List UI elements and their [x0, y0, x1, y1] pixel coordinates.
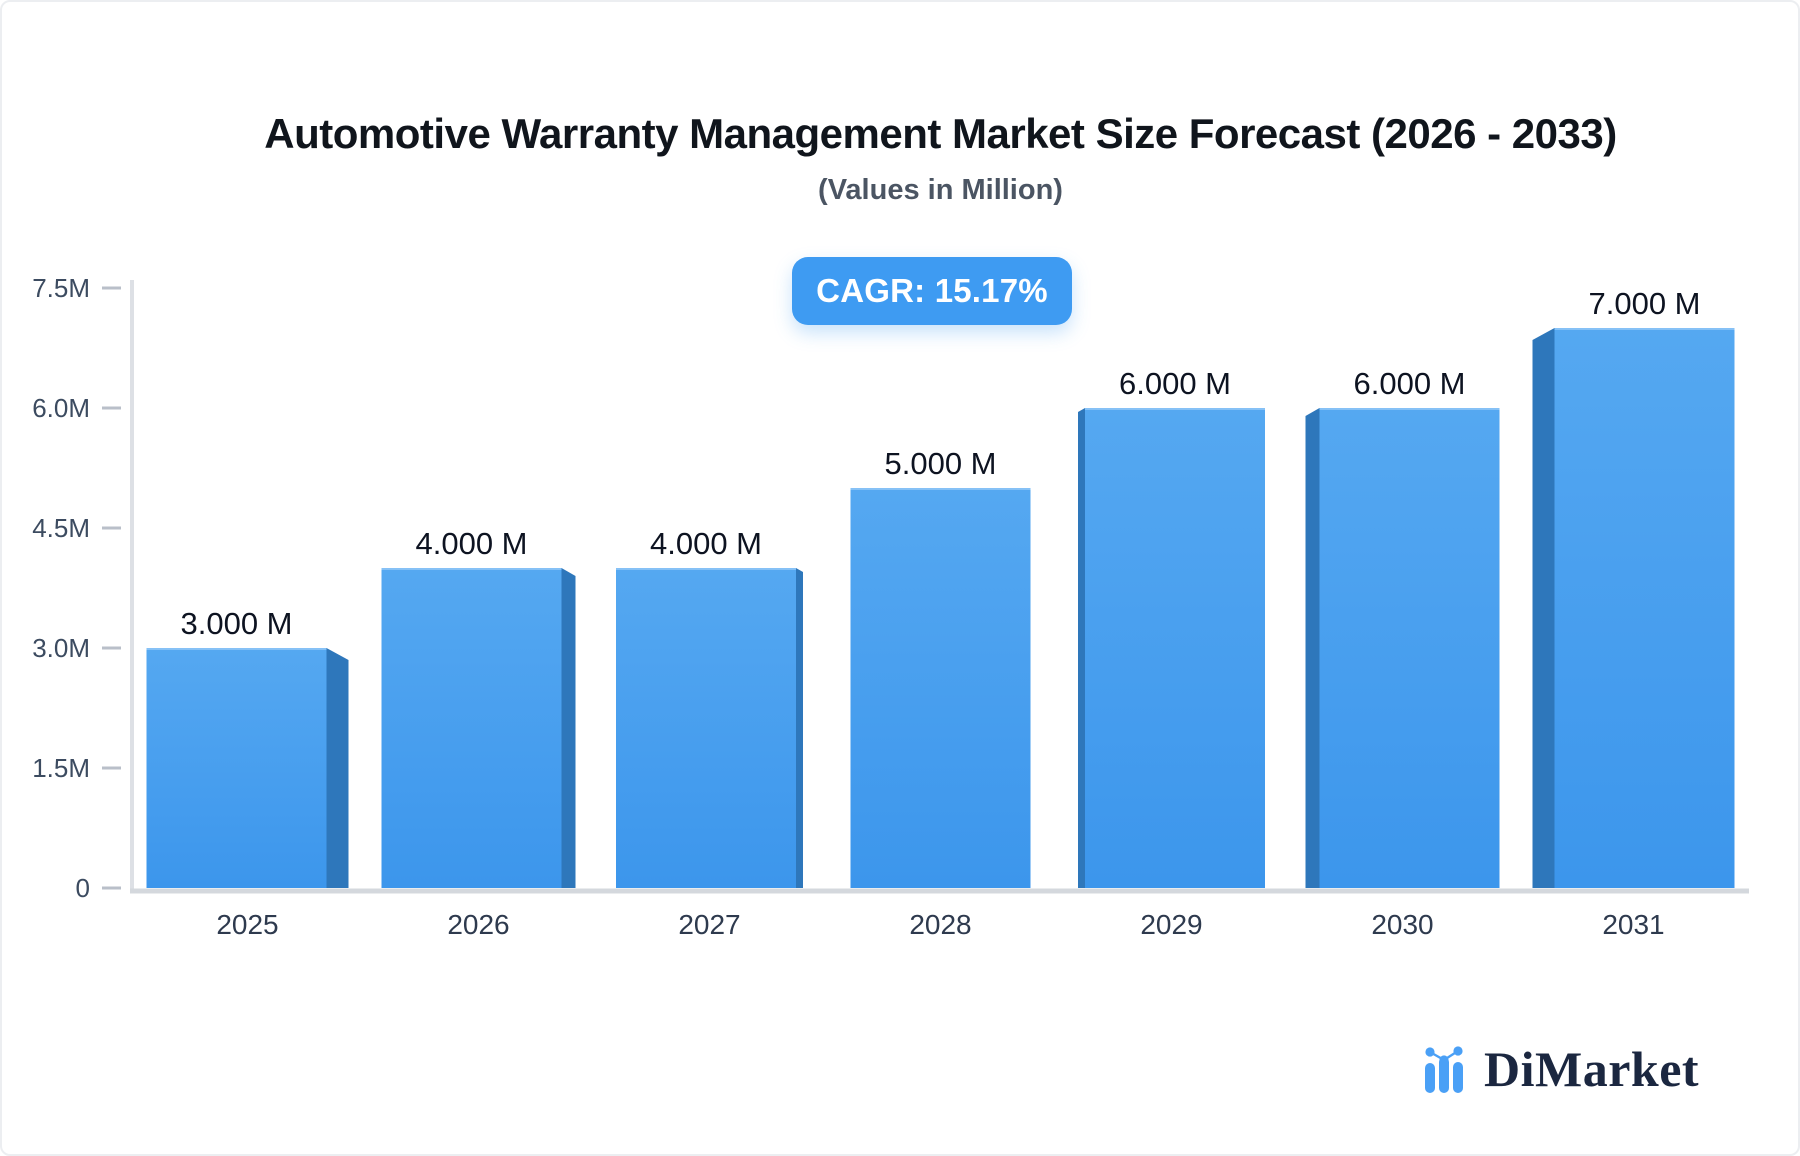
- bar-front-face: [616, 568, 796, 888]
- cagr-badge-label: CAGR: 15.17%: [816, 272, 1048, 309]
- bar-front-face: [381, 568, 562, 888]
- bar-side-face: [561, 568, 576, 888]
- labels-layer: 3.000 M 2025 4.000 M 2026 4.000 M 2027 5.000 M…: [180, 286, 1700, 940]
- bar-value-label: 4.000 M: [415, 526, 527, 561]
- bar-front-face: [146, 648, 327, 888]
- bar-2026[interactable]: [381, 568, 576, 888]
- bar-value-label: 5.000 M: [884, 446, 996, 481]
- bar-front-face: [1554, 328, 1735, 888]
- y-tick-label: 6.0M: [32, 393, 90, 423]
- bar-side-face: [1532, 328, 1555, 888]
- bar-value-label: 4.000 M: [650, 526, 762, 561]
- cagr-badge: CAGR: 15.17%: [792, 257, 1072, 325]
- x-tick-label: 2027: [678, 909, 740, 940]
- y-tick-label: 7.5M: [32, 273, 90, 303]
- bar-2029[interactable]: [1078, 408, 1265, 888]
- y-tick-label: 3.0M: [32, 633, 90, 663]
- bar-2028[interactable]: [850, 488, 1031, 888]
- bar-front-face: [850, 488, 1031, 888]
- brand-name: DiMarket: [1484, 1041, 1700, 1097]
- bar-value-label: 6.000 M: [1353, 366, 1465, 401]
- bar-side-face: [796, 568, 803, 888]
- chart-title: Automotive Warranty Management Market Si…: [264, 110, 1617, 157]
- bar-chart-logo-icon: [1425, 1046, 1463, 1093]
- bar-side-face: [326, 648, 349, 888]
- x-tick-label: 2030: [1371, 909, 1433, 940]
- bars-layer: [146, 328, 1735, 888]
- bar-front-face: [1319, 408, 1500, 888]
- bar-side-face: [1078, 408, 1085, 888]
- x-tick-label: 2026: [447, 909, 509, 940]
- chart-subtitle: (Values in Million): [818, 174, 1063, 206]
- axis-layer: 7.5M 6.0M 4.5M 3.0M 1.5M 0: [32, 273, 1749, 903]
- bar-2031[interactable]: [1532, 328, 1735, 888]
- x-tick-label: 2028: [909, 909, 971, 940]
- y-tick-label: 1.5M: [32, 753, 90, 783]
- bar-2027[interactable]: [616, 568, 803, 888]
- y-tick-label: 4.5M: [32, 513, 90, 543]
- bar-side-face: [1305, 408, 1320, 888]
- x-tick-label: 2025: [216, 909, 278, 940]
- bar-value-label: 7.000 M: [1588, 286, 1700, 321]
- bar-front-face: [1085, 408, 1265, 888]
- brand-logo: DiMarket: [1424, 1040, 1699, 1098]
- bar-value-label: 6.000 M: [1119, 366, 1231, 401]
- bar-2025[interactable]: [146, 648, 349, 888]
- x-tick-label: 2029: [1140, 909, 1202, 940]
- x-tick-label: 2031: [1602, 909, 1664, 940]
- bar-2030[interactable]: [1305, 408, 1500, 888]
- bar-value-label: 3.000 M: [180, 606, 292, 641]
- y-tick-label: 0: [76, 873, 90, 903]
